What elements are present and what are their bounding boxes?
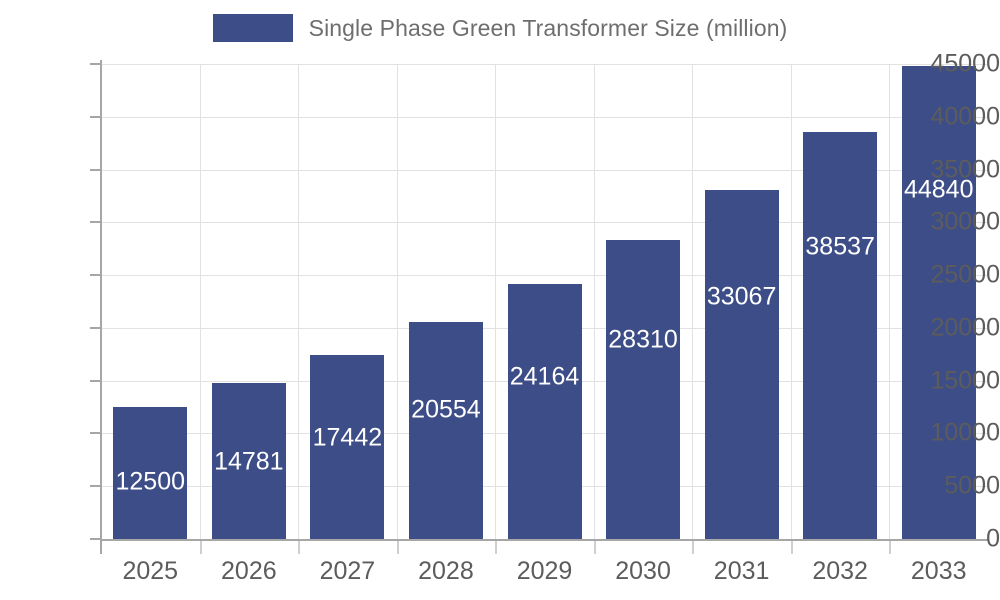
y-axis-tick-mark — [90, 538, 101, 540]
y-axis-tick-mark — [90, 432, 101, 435]
gridline-vertical — [791, 64, 792, 539]
gridline-horizontal — [101, 275, 988, 277]
x-axis-tick-mark — [791, 541, 793, 554]
y-axis-tick-mark — [90, 168, 101, 171]
x-axis-line — [101, 539, 988, 541]
x-axis-tick-mark — [495, 541, 497, 554]
x-axis-tick-label: 2028 — [418, 557, 474, 585]
gridline-vertical — [397, 64, 398, 539]
y-axis-tick-mark — [90, 326, 101, 329]
y-axis-tick-label: 20000 — [930, 313, 1000, 342]
gridline-horizontal — [101, 222, 988, 224]
y-axis-tick-mark — [90, 485, 101, 488]
y-axis-tick-label: 0 — [986, 524, 1000, 553]
gridline-horizontal — [101, 116, 988, 118]
legend-label: Single Phase Green Transformer Size (mil… — [308, 14, 788, 41]
bar[interactable] — [901, 65, 976, 539]
y-axis-tick-label: 5000 — [944, 471, 1000, 500]
gridline-vertical — [692, 64, 693, 539]
bar[interactable] — [408, 322, 483, 539]
y-axis-tick-mark — [90, 379, 101, 382]
y-axis-tick-mark — [90, 63, 101, 65]
x-axis-tick-mark — [200, 541, 202, 554]
x-axis-tick-label: 2033 — [910, 557, 967, 585]
bar[interactable] — [507, 283, 582, 539]
y-axis-tick-label: 10000 — [930, 418, 1000, 447]
x-axis-tick-label: 2027 — [319, 557, 376, 585]
bar[interactable] — [803, 132, 878, 539]
gridline-vertical — [594, 64, 595, 539]
x-axis-tick-mark — [397, 541, 399, 554]
y-axis-tick-label: 45000 — [930, 49, 1000, 78]
x-axis-tick-label: 2030 — [615, 557, 671, 585]
x-axis-tick-mark — [298, 541, 300, 554]
y-axis-tick-label: 15000 — [930, 366, 1000, 395]
plot-area: 12500 14781 17442 20554 24164 28310 33067 38537… — [101, 64, 988, 540]
x-axis-tick-mark — [889, 541, 891, 554]
gridline-vertical — [495, 64, 496, 539]
x-axis-tick-mark — [594, 541, 596, 554]
x-axis-tick-label: 2032 — [812, 557, 868, 585]
bar[interactable] — [704, 189, 779, 539]
y-axis-tick-mark — [90, 221, 101, 224]
y-axis-line — [100, 60, 102, 554]
gridline-vertical — [200, 64, 201, 539]
y-axis-tick-mark — [90, 274, 101, 277]
x-axis-tick-label: 2031 — [713, 557, 770, 585]
bar[interactable] — [606, 240, 681, 539]
x-axis-tick-mark — [692, 541, 694, 554]
bar[interactable] — [310, 354, 385, 539]
chart-legend: Single Phase Green Transformer Size (mil… — [0, 10, 1000, 46]
gridline-vertical — [889, 64, 890, 539]
x-axis-tick-label: 2026 — [221, 557, 277, 585]
bar[interactable] — [211, 382, 286, 539]
y-axis-tick-label: 40000 — [930, 102, 1000, 131]
gridline-horizontal — [101, 64, 988, 65]
y-axis-tick-mark — [90, 115, 101, 118]
x-axis-tick-label: 2029 — [516, 557, 573, 585]
legend-color-swatch — [212, 14, 293, 42]
gridline-horizontal — [101, 169, 988, 171]
bar[interactable] — [113, 407, 188, 539]
gridline-vertical — [298, 64, 299, 539]
x-axis-tick-label: 2025 — [122, 557, 179, 585]
y-axis-tick-label: 35000 — [930, 155, 1000, 184]
y-axis-tick-label: 30000 — [930, 207, 1000, 236]
y-axis-tick-label: 25000 — [930, 260, 1000, 289]
